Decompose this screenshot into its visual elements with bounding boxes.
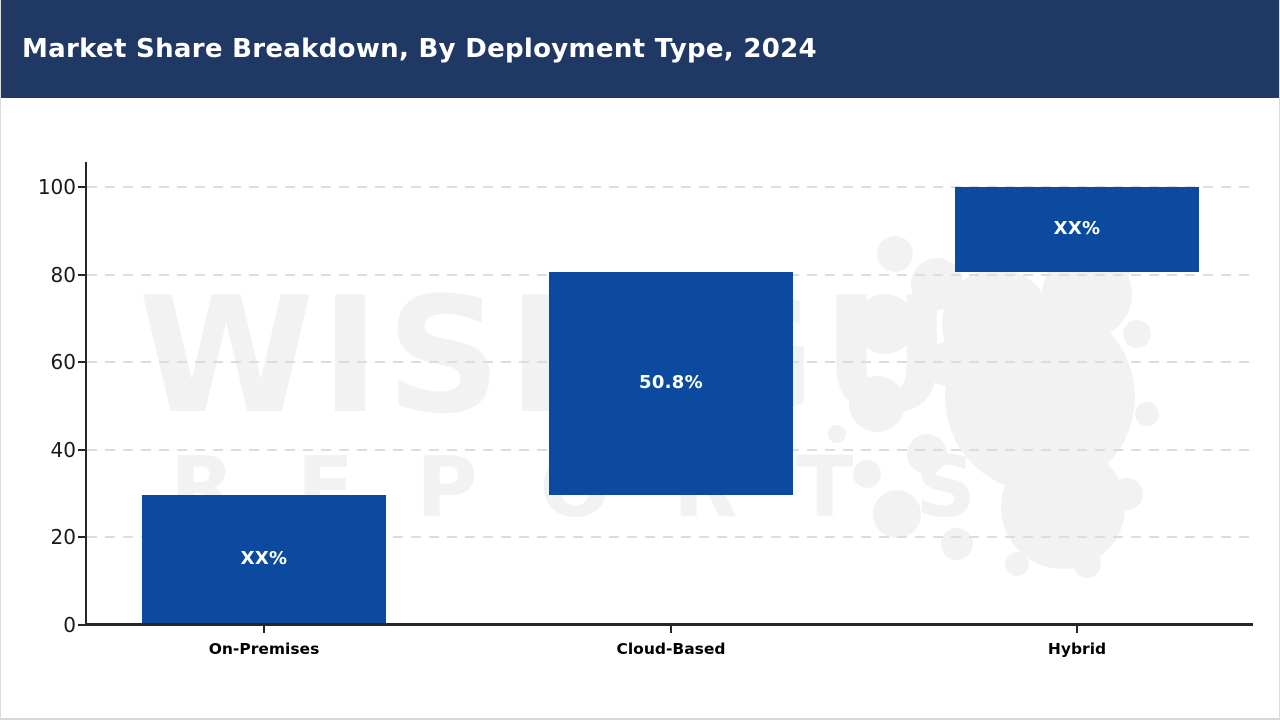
x-tick-mark <box>670 626 672 633</box>
y-tick-label: 0 <box>63 613 76 637</box>
y-tick-mark <box>78 448 86 451</box>
y-tick-label: 100 <box>37 175 76 199</box>
gridline <box>87 536 1253 539</box>
bar-hybrid: XX% <box>955 187 1199 273</box>
gridline <box>87 186 1253 188</box>
y-tick-mark <box>78 624 86 626</box>
chart-title: Market Share Breakdown, By Deployment Ty… <box>22 34 817 64</box>
x-category-label: Cloud-Based <box>616 640 726 658</box>
x-category-label: Hybrid <box>1047 640 1107 658</box>
bar-value-label: XX% <box>1053 217 1101 239</box>
brand-logo: WISE GUY REPORTS <box>1030 0 1280 98</box>
bar-cloud-based: 50.8% <box>549 272 793 495</box>
y-tick-label: 60 <box>50 350 76 375</box>
header-band: Market Share Breakdown, By Deployment Ty… <box>0 0 1280 98</box>
y-tick-mark <box>78 536 86 539</box>
watermark-dotted-head-icon <box>828 218 1159 578</box>
x-axis-line <box>85 623 1253 626</box>
x-category-label: On-Premises <box>208 640 320 658</box>
bar-value-label: 50.8% <box>639 371 703 393</box>
bar-on-premises: XX% <box>142 494 386 625</box>
y-tick-mark <box>78 361 86 364</box>
x-tick-mark <box>263 626 265 633</box>
x-tick-mark <box>1076 626 1078 633</box>
y-axis-line <box>85 162 87 625</box>
bar-value-label: XX% <box>240 547 288 569</box>
y-tick-label: 80 <box>50 262 76 287</box>
y-tick-label: 20 <box>50 525 76 550</box>
y-tick-mark <box>78 186 86 188</box>
y-tick-mark <box>78 273 86 276</box>
y-tick-label: 40 <box>50 437 76 462</box>
